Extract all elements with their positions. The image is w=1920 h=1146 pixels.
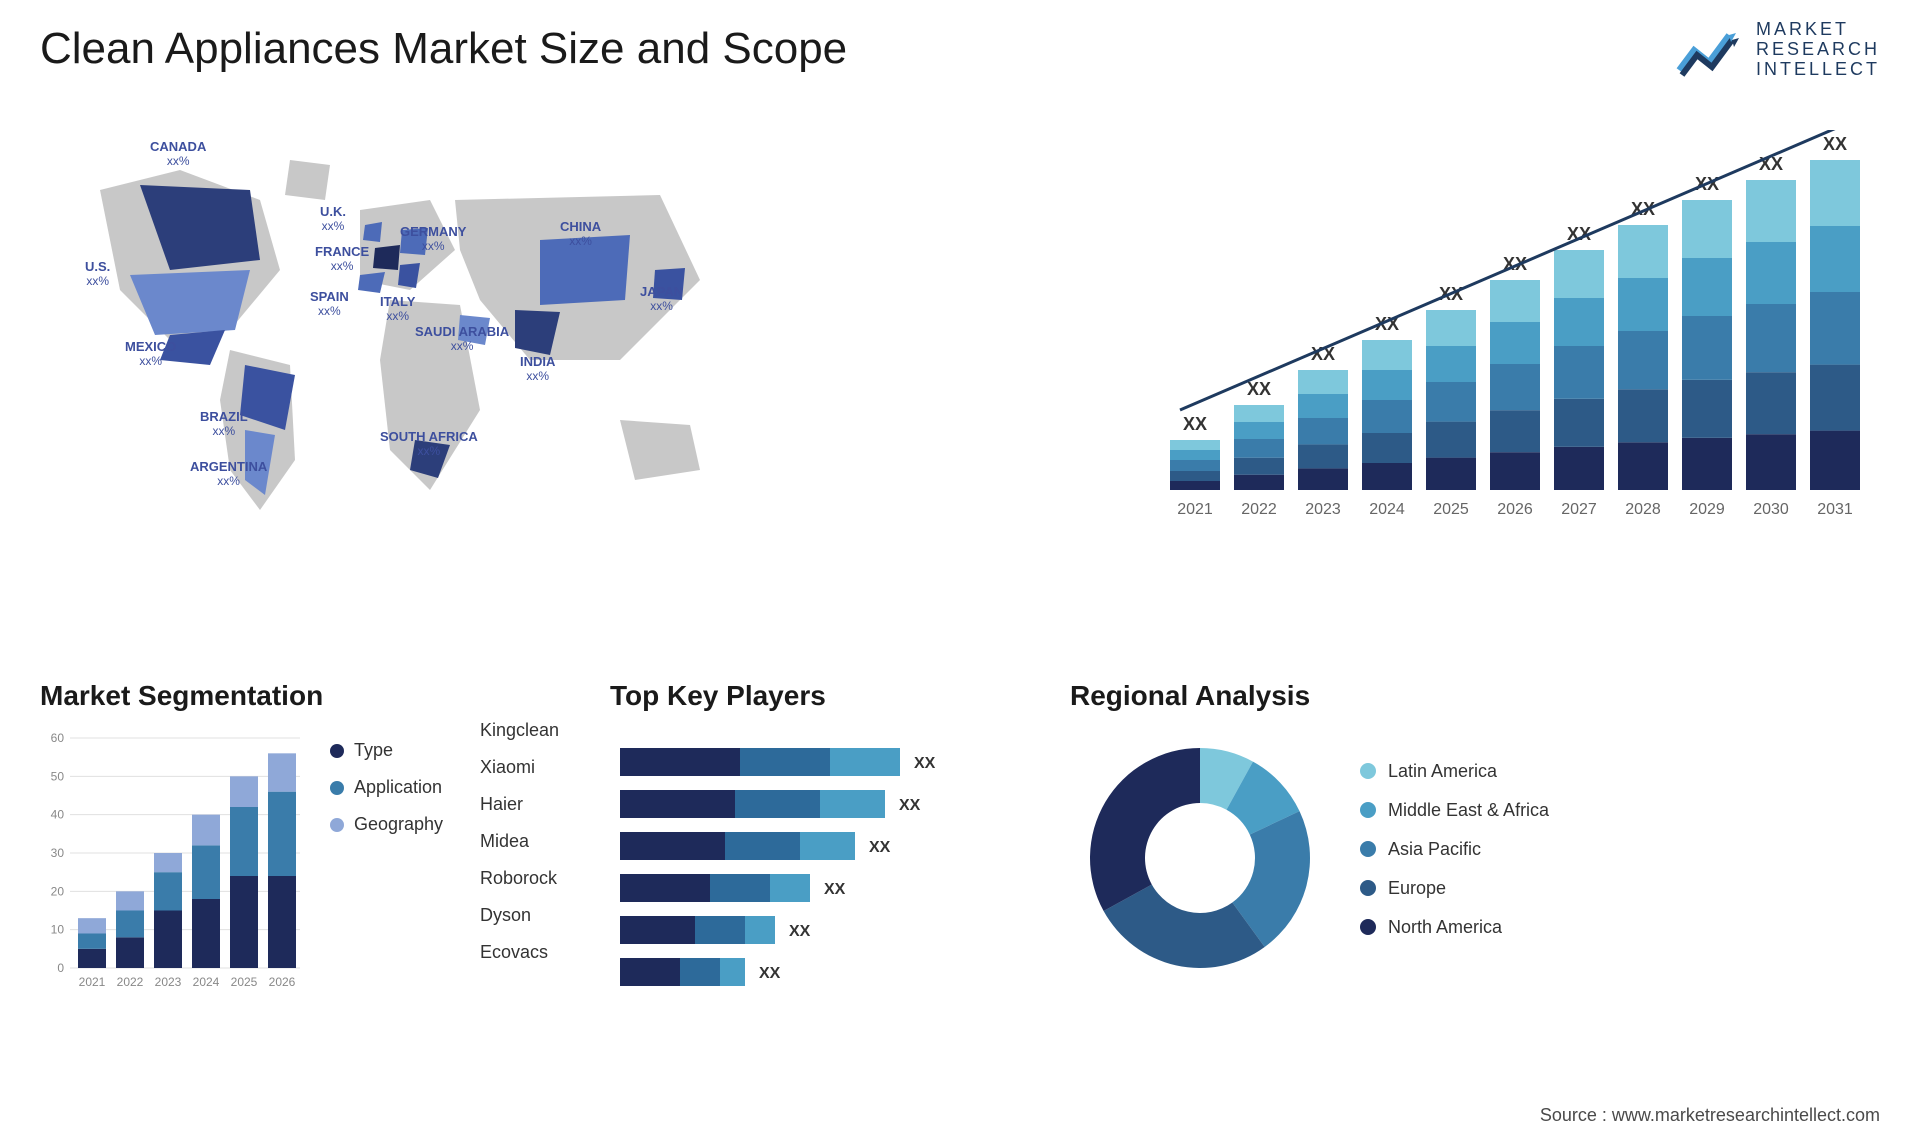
players-title: Top Key Players [610, 680, 1030, 712]
svg-text:60: 60 [51, 731, 65, 745]
source-label: Source : www.marketresearchintellect.com [1540, 1105, 1880, 1126]
players-section: Top Key Players XX XX XX XX XX XX [610, 680, 1030, 1023]
segmentation-title: Market Segmentation [40, 680, 540, 712]
svg-text:XX: XX [1183, 414, 1207, 434]
map-label-mexico: MEXICOxx% [125, 340, 176, 369]
svg-text:2030: 2030 [1753, 501, 1789, 518]
svg-text:2022: 2022 [117, 975, 144, 989]
svg-text:XX: XX [914, 755, 936, 772]
svg-text:2022: 2022 [1241, 501, 1277, 518]
map-label-u.k.: U.K.xx% [320, 205, 346, 234]
growth-bar-chart: XX2021XX2022XX2023XX2024XX2025XX2026XX20… [1150, 130, 1870, 530]
svg-text:XX: XX [824, 881, 846, 898]
regional-donut-chart [1070, 728, 1330, 988]
map-label-south-africa: SOUTH AFRICAxx% [380, 430, 478, 459]
map-label-saudi-arabia: SAUDI ARABIAxx% [415, 325, 509, 354]
svg-text:2025: 2025 [1433, 501, 1469, 518]
svg-text:2031: 2031 [1817, 501, 1853, 518]
svg-text:2024: 2024 [1369, 501, 1405, 518]
logo-text-1: MARKET [1756, 20, 1880, 40]
map-label-spain: SPAINxx% [310, 290, 349, 319]
regional-legend-item: Latin America [1360, 761, 1549, 782]
svg-text:20: 20 [51, 884, 65, 898]
svg-text:XX: XX [899, 797, 921, 814]
svg-text:2023: 2023 [1305, 501, 1341, 518]
world-map: CANADAxx% U.S.xx% MEXICOxx% BRAZILxx% ARGENT… [60, 130, 740, 530]
logo-text-2: RESEARCH [1756, 40, 1880, 60]
svg-text:40: 40 [51, 808, 65, 822]
map-label-canada: CANADAxx% [150, 140, 206, 169]
svg-text:10: 10 [51, 923, 65, 937]
map-label-china: CHINAxx% [560, 220, 601, 249]
seg-legend-item: Type [330, 740, 443, 761]
svg-text:XX: XX [789, 923, 811, 940]
svg-text:2029: 2029 [1689, 501, 1725, 518]
regional-legend-item: North America [1360, 917, 1549, 938]
seg-legend-item: Application [330, 777, 443, 798]
map-label-germany: GERMANYxx% [400, 225, 466, 254]
svg-text:XX: XX [759, 965, 781, 982]
brand-logo: MARKET RESEARCH INTELLECT [1674, 20, 1880, 80]
player-list-item: Dyson [480, 905, 600, 926]
segmentation-chart: 0 10 20 30 40 50 60 2021 2022 2023 2024 2025 2026 [40, 728, 310, 1008]
svg-text:2025: 2025 [231, 975, 258, 989]
regional-title: Regional Analysis [1070, 680, 1850, 712]
regional-legend-item: Middle East & Africa [1360, 800, 1549, 821]
svg-text:2026: 2026 [1497, 501, 1533, 518]
map-label-brazil: BRAZILxx% [200, 410, 248, 439]
map-label-italy: ITALYxx% [380, 295, 415, 324]
svg-text:2023: 2023 [155, 975, 182, 989]
logo-text-3: INTELLECT [1756, 60, 1880, 80]
svg-text:2021: 2021 [1177, 501, 1213, 518]
players-chart: XX XX XX XX XX XX [610, 728, 1030, 1018]
svg-text:2028: 2028 [1625, 501, 1661, 518]
svg-text:2024: 2024 [193, 975, 220, 989]
players-side-list: Kingclean Xiaomi Haier Midea Roborock Dyson Ec… [480, 720, 600, 979]
map-label-u.s.: U.S.xx% [85, 260, 110, 289]
logo-mark-icon [1674, 20, 1744, 80]
player-list-item: Xiaomi [480, 757, 600, 778]
regional-legend-item: Europe [1360, 878, 1549, 899]
page-title: Clean Appliances Market Size and Scope [40, 24, 847, 74]
map-label-india: INDIAxx% [520, 355, 555, 384]
svg-text:XX: XX [1823, 134, 1847, 154]
map-label-japan: JAPANxx% [640, 285, 683, 314]
svg-text:2021: 2021 [79, 975, 106, 989]
player-list-item: Haier [480, 794, 600, 815]
svg-text:XX: XX [869, 839, 891, 856]
regional-section: Regional Analysis Latin America Middle Ea… [1070, 680, 1850, 988]
svg-text:50: 50 [51, 769, 65, 783]
regional-legend-item: Asia Pacific [1360, 839, 1549, 860]
map-label-argentina: ARGENTINAxx% [190, 460, 267, 489]
svg-text:2026: 2026 [269, 975, 296, 989]
player-list-item: Roborock [480, 868, 600, 889]
svg-text:0: 0 [57, 961, 64, 975]
svg-text:2027: 2027 [1561, 501, 1597, 518]
player-list-item: Midea [480, 831, 600, 852]
svg-text:XX: XX [1247, 379, 1271, 399]
player-list-item: Ecovacs [480, 942, 600, 963]
seg-legend-item: Geography [330, 814, 443, 835]
svg-text:30: 30 [51, 846, 65, 860]
segmentation-section: Market Segmentation 0 10 20 30 40 50 60 2021 202… [40, 680, 540, 1013]
map-label-france: FRANCExx% [315, 245, 369, 274]
regional-legend: Latin America Middle East & Africa Asia Pa… [1360, 761, 1549, 956]
player-list-item: Kingclean [480, 720, 600, 741]
segmentation-legend: Type Application Geography [330, 740, 443, 851]
